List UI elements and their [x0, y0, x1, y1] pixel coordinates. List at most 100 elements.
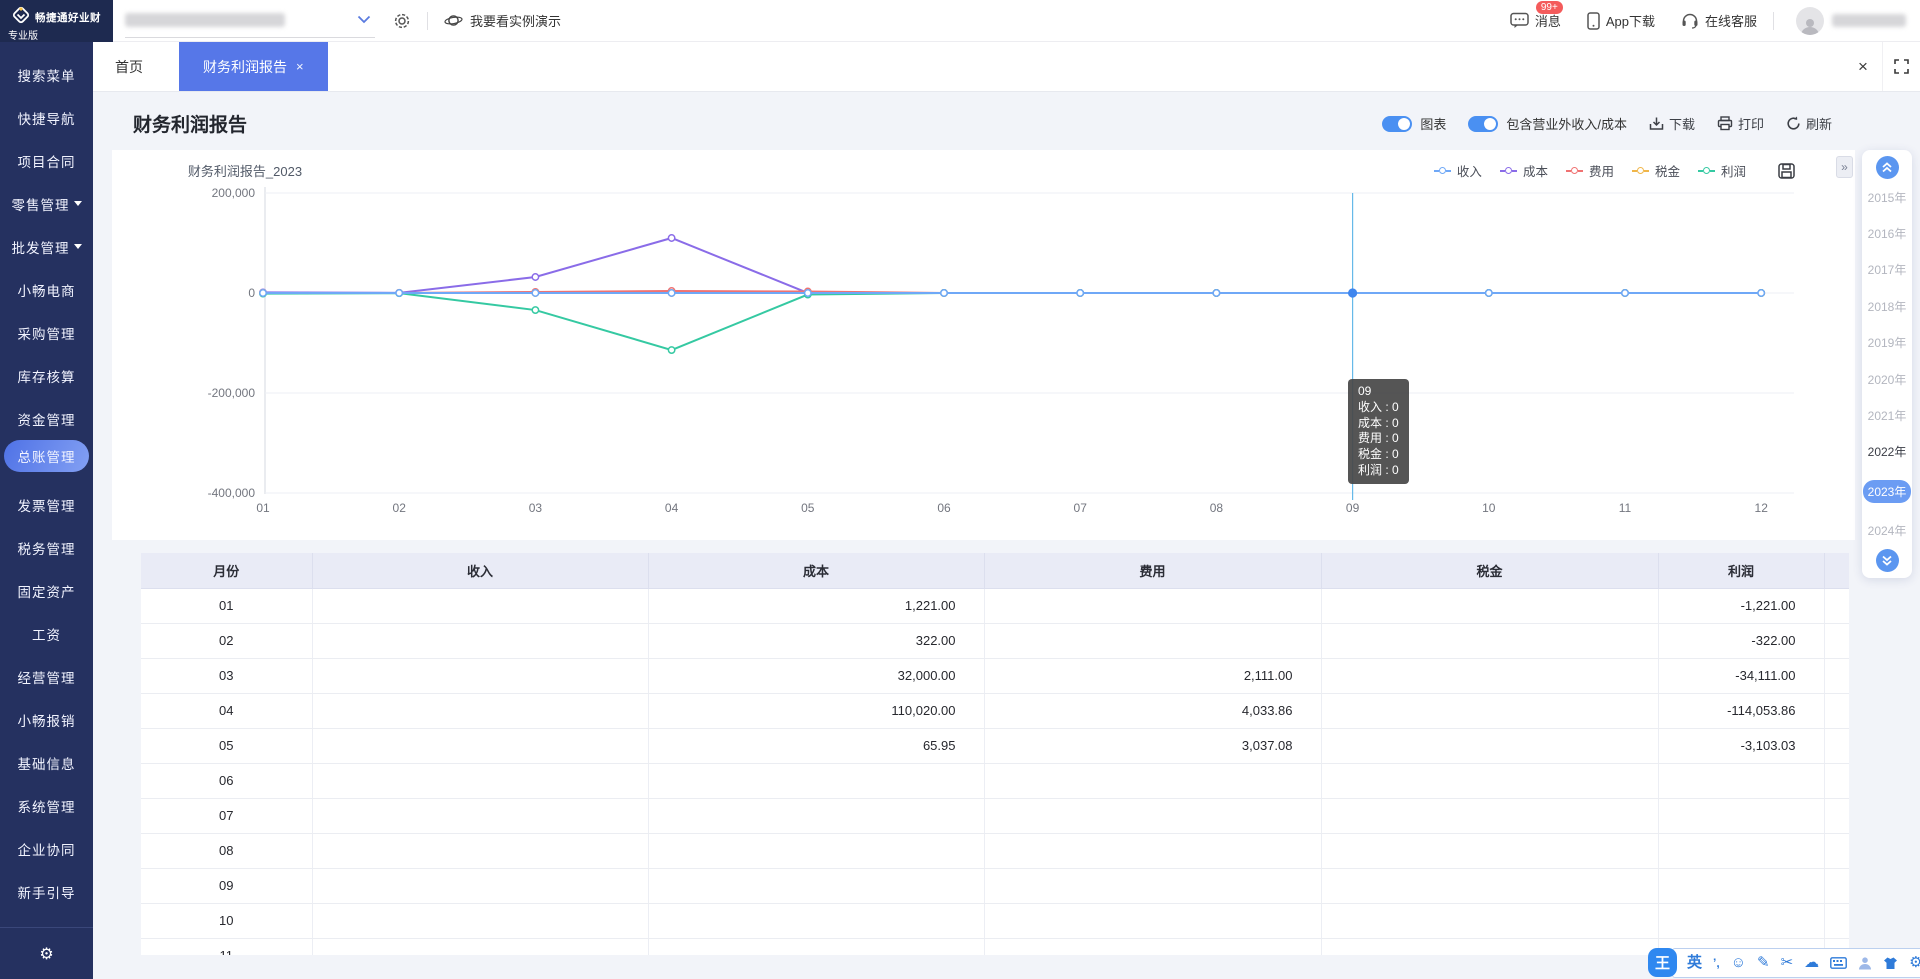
app-download-button[interactable]: App下载 — [1587, 11, 1655, 30]
messages-button[interactable]: 消息 99+ — [1510, 1, 1563, 30]
table-row-month-06: 06 — [141, 763, 1849, 799]
app-edition: 专业版 — [8, 31, 38, 42]
tab-home[interactable]: 首页 — [93, 42, 165, 91]
save-chart-image-icon[interactable] — [1778, 162, 1795, 179]
sidebar-item-经营管理[interactable]: 经营管理 — [0, 655, 93, 698]
ime-settings-gear-icon[interactable]: ⚙ — [1909, 954, 1920, 971]
ime-logo[interactable]: 王 — [1648, 948, 1677, 977]
year-panel-collapse-handle[interactable]: » — [1836, 156, 1853, 178]
table-cell — [1321, 868, 1659, 904]
skin-shirt-icon[interactable] — [1883, 956, 1898, 970]
year-item-2018年[interactable]: 2018年 — [1867, 299, 1907, 314]
sidebar-item-系统管理[interactable]: 系统管理 — [0, 784, 93, 827]
year-item-2019年[interactable]: 2019年 — [1867, 336, 1907, 351]
cloud-icon[interactable]: ☁ — [1804, 954, 1820, 971]
messages-label: 消息 — [1534, 14, 1561, 29]
keyboard-icon[interactable] — [1830, 956, 1848, 969]
table-row-month-08: 08 — [141, 833, 1849, 869]
year-item-2023年[interactable]: 2023年 — [1862, 479, 1912, 503]
tab-report[interactable]: 财务利润报告 × — [179, 42, 328, 91]
chart-toggle[interactable] — [1382, 115, 1413, 132]
table-cell — [1321, 833, 1659, 869]
table-cell — [312, 623, 649, 659]
svg-text:08: 08 — [1210, 501, 1224, 515]
legend-item-收入[interactable]: 收入 — [1433, 161, 1482, 180]
sidebar-item-批发管理[interactable]: 批发管理 — [0, 225, 93, 268]
sidebar-item-小畅电商[interactable]: 小畅电商 — [0, 268, 93, 311]
legend-item-税金[interactable]: 税金 — [1631, 161, 1680, 180]
sidebar-item-固定资产[interactable]: 固定资产 — [0, 569, 93, 612]
sidebar-item-总账管理[interactable]: 总账管理 — [0, 440, 93, 483]
year-item-2017年[interactable]: 2017年 — [1867, 263, 1907, 278]
table-cell: 65.95 — [648, 728, 985, 764]
table-cell — [1321, 588, 1659, 624]
tooltip-row: 税金 : 0 — [1358, 447, 1399, 462]
table-cell: 03 — [141, 658, 313, 694]
settings-gear-icon[interactable]: ⚙ — [39, 945, 54, 963]
workspace-gear-icon[interactable] — [393, 12, 411, 30]
legend-marker — [1433, 167, 1451, 174]
year-item-2015年[interactable]: 2015年 — [1867, 190, 1907, 205]
handwriting-pencil-icon[interactable]: ✎ — [1757, 954, 1770, 971]
topbar: 我要看实例演示 消息 99+ App下载 在线客服 — [113, 0, 1920, 42]
legend-label: 费用 — [1588, 165, 1614, 179]
table-cell — [312, 693, 649, 729]
svg-text:-200,000: -200,000 — [208, 386, 256, 400]
sidebar-item-税务管理[interactable]: 税务管理 — [0, 526, 93, 569]
fullscreen-icon[interactable] — [1882, 42, 1920, 91]
scissors-icon[interactable]: ✂ — [1780, 954, 1794, 971]
column-header-税金: 税金 — [1321, 553, 1659, 589]
table-cell — [312, 763, 649, 799]
year-item-2022年[interactable]: 2022年 — [1867, 445, 1907, 460]
table-cell: -1,221.00 — [1658, 588, 1825, 624]
column-header-费用: 费用 — [984, 553, 1322, 589]
sidebar-item-企业协同[interactable]: 企业协同 — [0, 827, 93, 870]
download-button[interactable]: 下载 — [1649, 114, 1695, 133]
demo-link[interactable]: 我要看实例演示 — [444, 11, 561, 30]
sidebar-item-资金管理[interactable]: 资金管理 — [0, 397, 93, 440]
tab-close-icon[interactable]: × — [296, 59, 304, 74]
print-button[interactable]: 打印 — [1717, 114, 1764, 133]
sidebar-item-label: 总账管理 — [4, 440, 89, 472]
year-item-2021年[interactable]: 2021年 — [1867, 409, 1907, 424]
year-item-2020年[interactable]: 2020年 — [1867, 372, 1907, 387]
legend-marker — [1499, 167, 1517, 174]
company-select[interactable] — [125, 4, 375, 38]
sidebar-item-采购管理[interactable]: 采购管理 — [0, 311, 93, 354]
emoji-icon[interactable]: ☺ — [1730, 954, 1747, 971]
refresh-button[interactable]: 刷新 — [1786, 114, 1832, 133]
sidebar-item-工资[interactable]: 工资 — [0, 612, 93, 655]
svg-text:06: 06 — [937, 501, 951, 515]
table-row-month-05: 05 65.95 3,037.08 -3,103.03 — [141, 728, 1849, 764]
table-cell — [1824, 763, 1849, 799]
sidebar-item-新手引导[interactable]: 新手引导 — [0, 870, 93, 913]
year-item-2016年[interactable]: 2016年 — [1867, 227, 1907, 242]
legend-item-成本[interactable]: 成本 — [1499, 161, 1548, 180]
avatar[interactable] — [1796, 6, 1824, 35]
sidebar-item-零售管理[interactable]: 零售管理 — [0, 182, 93, 225]
sidebar-item-快捷导航[interactable]: 快捷导航 — [0, 96, 93, 139]
sidebar-item-label: 零售管理 — [11, 197, 70, 213]
sidebar-item-小畅报销[interactable]: 小畅报销 — [0, 698, 93, 741]
sidebar-item-基础信息[interactable]: 基础信息 — [0, 741, 93, 784]
table-cell: 1,221.00 — [648, 588, 985, 624]
sidebar-item-库存核算[interactable]: 库存核算 — [0, 354, 93, 397]
user-profile-icon[interactable] — [1858, 956, 1872, 970]
sidebar-item-项目合同[interactable]: 项目合同 — [0, 139, 93, 182]
years-scroll-up-button[interactable] — [1875, 156, 1899, 179]
year-item-2024年[interactable]: 2024年 — [1867, 524, 1907, 539]
include-nonoperating-toggle[interactable] — [1468, 115, 1499, 132]
svg-text:05: 05 — [801, 501, 815, 515]
legend-item-费用[interactable]: 费用 — [1565, 161, 1614, 180]
sidebar-item-label: 小畅电商 — [17, 283, 76, 299]
support-button[interactable]: 在线客服 — [1681, 11, 1757, 30]
sidebar-item-搜索菜单[interactable]: 搜索菜单 — [0, 53, 93, 96]
ime-punctuation-icon[interactable]: ’, — [1713, 955, 1720, 970]
close-all-tabs-icon[interactable]: × — [1858, 56, 1868, 76]
sidebar-item-发票管理[interactable]: 发票管理 — [0, 483, 93, 526]
ime-language-toggle[interactable]: 英 — [1687, 954, 1703, 971]
years-scroll-down-button[interactable] — [1875, 549, 1899, 572]
legend-item-利润[interactable]: 利润 — [1697, 161, 1746, 180]
